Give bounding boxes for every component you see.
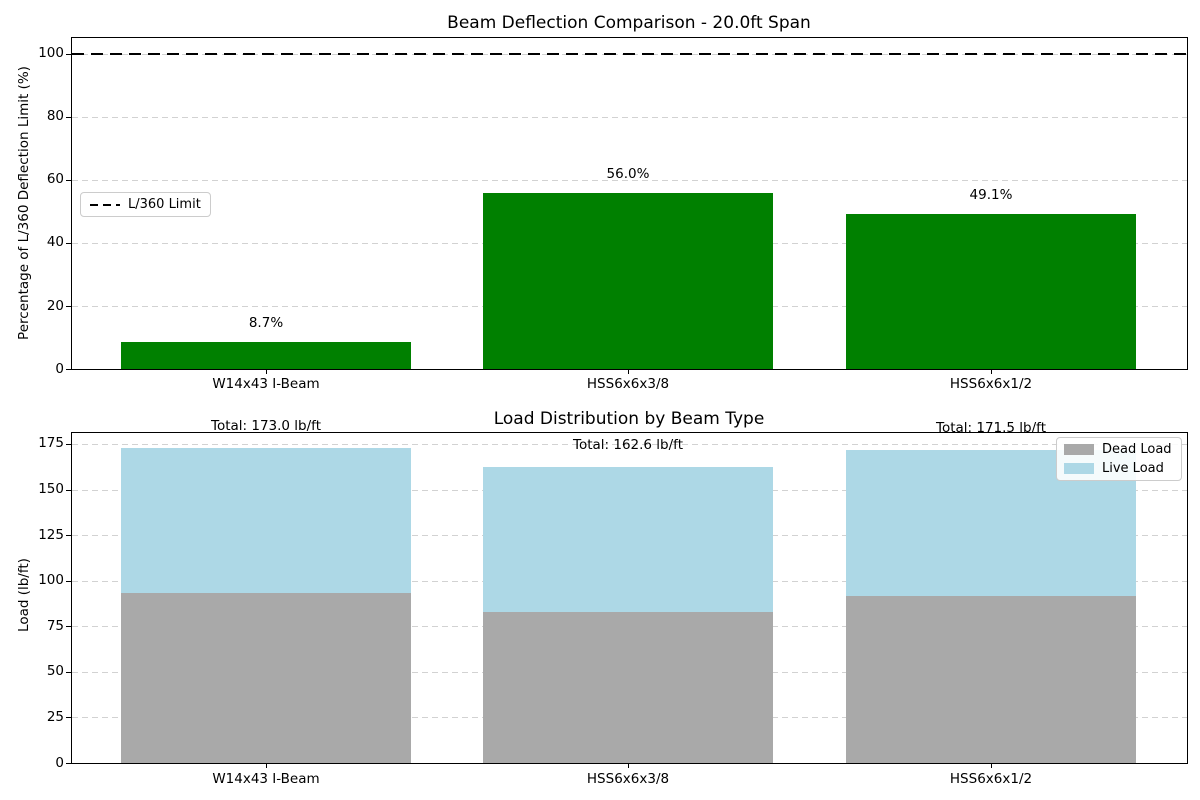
bar-segment-dead-load [483, 612, 773, 763]
y-tick-label: 20 [46, 297, 64, 314]
y-tick-label: 80 [46, 108, 64, 125]
y-tick [66, 535, 71, 536]
x-tick-label: W14x43 I-Beam [212, 771, 320, 787]
bar-segment-live-load [483, 466, 773, 613]
legend-entry: Dead Load [1064, 442, 1174, 457]
y-axis-label: Percentage of L/360 Deflection Limit (%) [16, 66, 32, 340]
y-tick-label: 25 [46, 708, 64, 725]
legend-color-patch [1064, 444, 1094, 455]
plot-area [71, 432, 1188, 764]
y-tick [66, 672, 71, 673]
y-tick-label: 60 [46, 171, 64, 188]
y-tick [66, 54, 71, 55]
y-tick [66, 306, 71, 307]
y-tick-label: 100 [38, 45, 64, 62]
plot-area [71, 37, 1188, 370]
bar-value-label: 49.1% [969, 187, 1013, 204]
gridline-y-175 [72, 443, 1187, 445]
x-tick-label: HSS6x6x3/8 [586, 771, 670, 787]
total-label: Total: 171.5 lb/ft [936, 420, 1046, 437]
bar-segment-dead-load [846, 596, 1136, 763]
bar-W14x43 I-Beam [121, 341, 411, 369]
x-tick-label: HSS6x6x1/2 [949, 771, 1033, 787]
y-tick-label: 125 [38, 526, 64, 543]
y-tick-label: 0 [55, 360, 64, 377]
chart-title: Load Distribution by Beam Type [493, 409, 765, 429]
y-tick [66, 626, 71, 627]
legend-color-patch [1064, 463, 1094, 474]
x-tick-label: W14x43 I-Beam [212, 376, 320, 392]
y-tick-label: 150 [38, 481, 64, 497]
y-tick [66, 117, 71, 118]
x-tick-label: HSS6x6x3/8 [586, 376, 670, 392]
total-label: Total: 162.6 lb/ft [573, 436, 683, 453]
gridline-y-60 [72, 179, 1187, 181]
limit-line [72, 52, 1187, 55]
y-tick-label: 175 [38, 435, 64, 452]
y-tick-label: 50 [46, 663, 64, 680]
y-tick [66, 180, 71, 181]
y-tick [66, 581, 71, 582]
x-tick [991, 370, 992, 374]
chart-title: Beam Deflection Comparison - 20.0ft Span [447, 13, 811, 33]
x-tick [266, 764, 267, 768]
bar-segment-live-load [121, 447, 411, 594]
bar-HSS6x6x1/2 [846, 214, 1136, 369]
legend-label: Dead Load [1102, 442, 1172, 457]
bar-HSS6x6x3/8 [483, 192, 773, 369]
y-tick-label: 75 [46, 617, 64, 634]
legend-label: L/360 Limit [128, 197, 201, 212]
y-tick [66, 243, 71, 244]
x-tick [266, 370, 267, 374]
y-tick [66, 763, 71, 764]
legend-entry: L/360 Limit [90, 197, 201, 212]
bar-value-label: 8.7% [248, 314, 284, 331]
legend-entry: Live Load [1064, 461, 1174, 476]
legend: Dead Load Live Load [1056, 437, 1182, 481]
total-label: Total: 173.0 lb/ft [211, 417, 321, 434]
legend-label: Live Load [1102, 461, 1164, 476]
y-tick-label: 0 [55, 754, 64, 771]
y-tick-label: 40 [46, 234, 64, 251]
y-tick-label: 100 [38, 572, 64, 589]
y-tick [66, 717, 71, 718]
legend: L/360 Limit [80, 192, 211, 217]
dashed-line-sample [90, 203, 120, 206]
x-tick [628, 764, 629, 768]
bar-segment-dead-load [121, 593, 411, 763]
y-tick [66, 369, 71, 370]
x-tick [628, 370, 629, 374]
x-tick [991, 764, 992, 768]
y-tick [66, 490, 71, 491]
gridline-y-80 [72, 116, 1187, 118]
x-tick-label: HSS6x6x1/2 [949, 376, 1033, 392]
y-tick [66, 444, 71, 445]
bar-value-label: 56.0% [606, 165, 650, 182]
